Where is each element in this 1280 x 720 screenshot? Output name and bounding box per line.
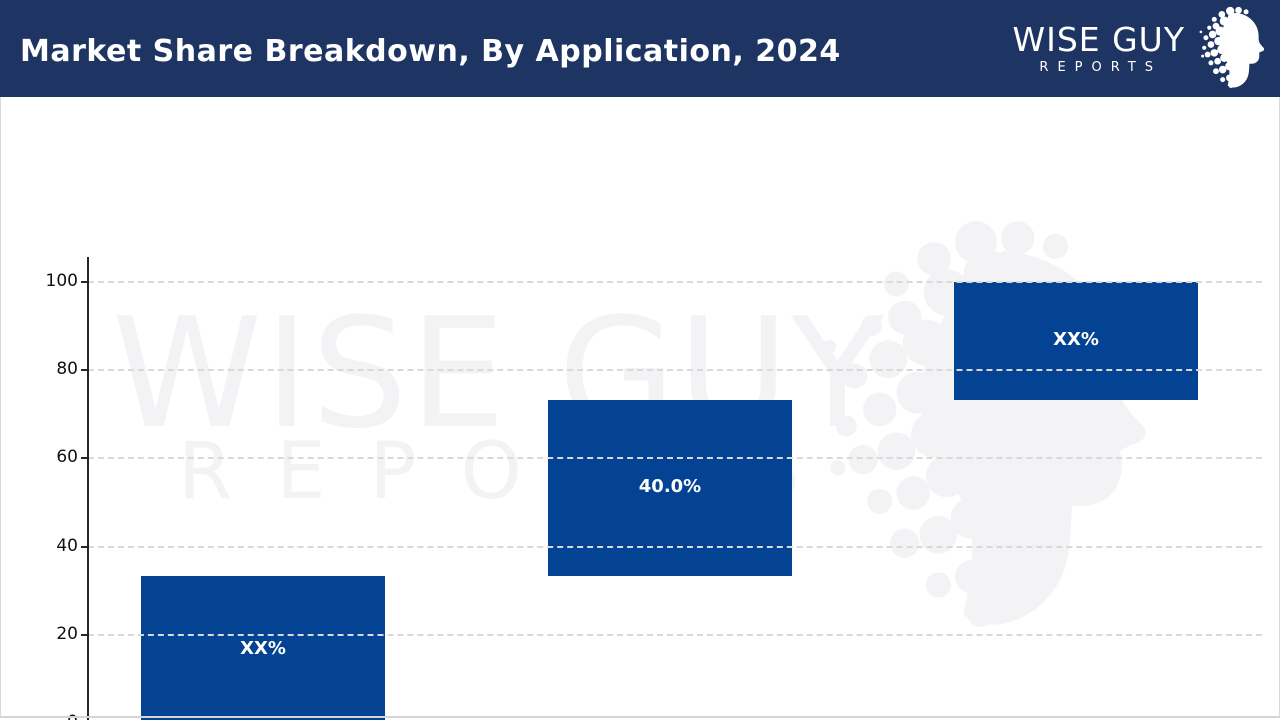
gridline-80	[88, 369, 1262, 372]
gridline-100	[88, 281, 1262, 283]
logo-subtitle: REPORTS	[1039, 60, 1163, 75]
y-axis-line	[87, 257, 89, 720]
y-tick-80	[81, 369, 88, 372]
header-bar: Market Share Breakdown, By Application, …	[0, 0, 1280, 97]
gridline-60	[88, 457, 1262, 460]
y-tick-100	[81, 281, 88, 283]
bottom-border	[0, 716, 1280, 718]
bar-value-label-therapeutics: 40.0%	[638, 475, 702, 497]
bar-diagnostics	[141, 576, 385, 720]
logo-wordmark: WISE GUY	[1012, 20, 1185, 59]
page-title: Market Share Breakdown, By Application, …	[20, 34, 841, 69]
y-tick-label-60: 60	[56, 447, 78, 468]
bar-value-label-diagnostics: XX%	[240, 637, 286, 659]
chart-canvas: WISE GUY REPORTS 020406080100XX%40.0%XX%…	[0, 97, 1280, 720]
wiseguy-face-logo-icon	[1199, 6, 1265, 88]
y-tick-20	[81, 633, 88, 636]
gridline-40	[88, 545, 1262, 548]
bar-value-label-research: XX%	[1053, 328, 1099, 350]
y-tick-60	[81, 457, 88, 460]
gridline-20	[88, 633, 1262, 636]
bar-research	[954, 282, 1198, 400]
y-tick-label-80: 80	[56, 359, 78, 380]
wiseguy-logo: WISE GUY REPORTS	[1000, 4, 1270, 94]
left-border	[0, 97, 1, 717]
y-tick-40	[81, 545, 88, 548]
y-tick-label-40: 40	[56, 535, 78, 556]
y-tick-label-20: 20	[56, 623, 78, 644]
y-tick-label-100: 100	[45, 271, 78, 291]
logo-text: WISE GUY REPORTS	[1012, 20, 1185, 76]
